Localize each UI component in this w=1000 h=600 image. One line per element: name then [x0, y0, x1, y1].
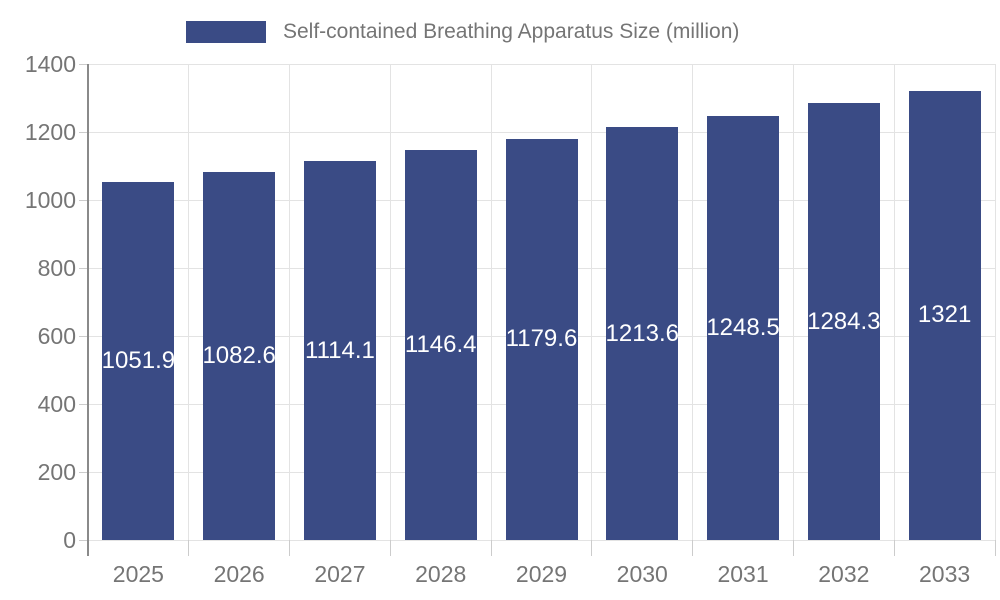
x-tick-label: 2027 [314, 561, 366, 587]
y-tick-label: 200 [37, 459, 76, 485]
y-axis-tick [79, 335, 88, 337]
x-axis-tick [490, 540, 492, 556]
legend-item[interactable]: Self-contained Breathing Apparatus Size … [186, 20, 739, 44]
y-axis-line [87, 64, 89, 556]
y-axis-tick [79, 267, 88, 269]
y-gridline [88, 539, 995, 541]
y-axis-tick [79, 403, 88, 405]
x-axis-tick [389, 540, 391, 556]
bar[interactable] [505, 138, 578, 540]
bar[interactable] [807, 103, 880, 540]
bar[interactable] [102, 182, 175, 540]
bar[interactable] [303, 161, 376, 540]
y-axis-tick [79, 539, 88, 541]
x-axis-tick [692, 540, 694, 556]
x-tick-label: 2030 [616, 561, 668, 587]
x-axis-tick [893, 540, 895, 556]
x-tick-label: 2032 [818, 561, 870, 587]
bar[interactable] [606, 127, 679, 540]
y-tick-label: 0 [63, 527, 76, 553]
x-axis-tick [591, 540, 593, 556]
x-gridline [289, 64, 291, 540]
x-axis-tick [994, 540, 996, 556]
x-gridline [490, 64, 492, 540]
x-tick-label: 2031 [717, 561, 769, 587]
x-gridline [994, 64, 996, 540]
x-axis-tick [289, 540, 291, 556]
y-axis-tick [79, 199, 88, 201]
y-axis-tick [79, 471, 88, 473]
x-tick-label: 2025 [112, 561, 164, 587]
legend-label: Self-contained Breathing Apparatus Size … [283, 20, 740, 43]
bar[interactable] [203, 171, 276, 540]
bar[interactable] [404, 150, 477, 540]
bar[interactable] [908, 90, 981, 540]
y-tick-label: 1400 [24, 51, 76, 77]
x-axis-tick [792, 540, 794, 556]
x-gridline [792, 64, 794, 540]
y-tick-label: 800 [37, 255, 76, 281]
x-tick-label: 2033 [919, 561, 971, 587]
y-tick-label: 1000 [24, 187, 76, 213]
x-gridline [893, 64, 895, 540]
y-gridline [88, 63, 995, 65]
x-gridline [389, 64, 391, 540]
x-gridline [188, 64, 190, 540]
y-axis-tick [79, 63, 88, 65]
bar[interactable] [707, 115, 780, 540]
x-tick-label: 2026 [213, 561, 265, 587]
x-gridline [591, 64, 593, 540]
legend-swatch [186, 21, 266, 43]
y-axis-tick [79, 131, 88, 133]
y-tick-label: 400 [37, 391, 76, 417]
x-tick-label: 2028 [415, 561, 467, 587]
x-tick-label: 2029 [515, 561, 568, 587]
x-gridline [692, 64, 694, 540]
y-tick-label: 600 [37, 323, 76, 349]
y-gridline [88, 131, 995, 133]
x-axis-tick [188, 540, 190, 556]
y-tick-label: 1200 [24, 119, 76, 145]
